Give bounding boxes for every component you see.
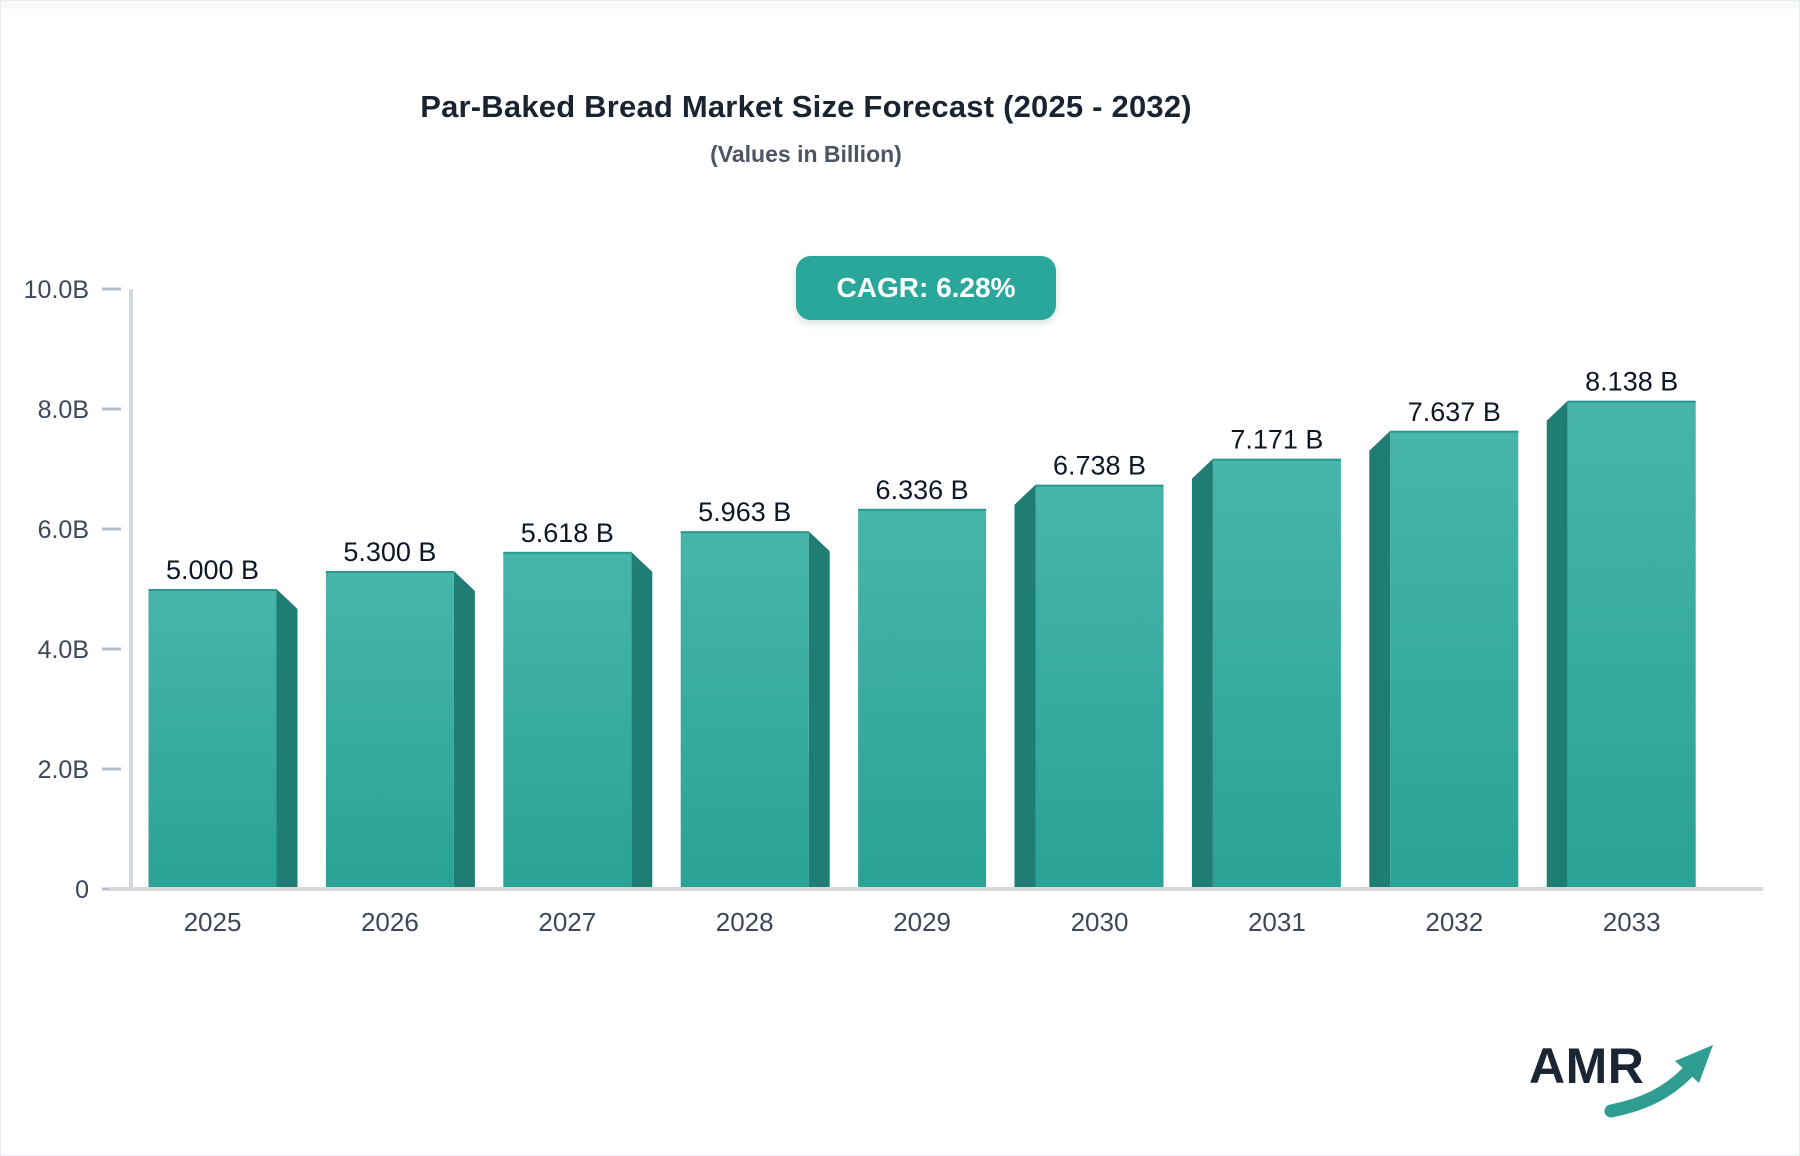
amr-logo-text: AMR <box>1529 1038 1645 1094</box>
bar-value-label: 7.171 B <box>1230 425 1323 455</box>
bar-value-label: 7.637 B <box>1408 397 1501 427</box>
bar-2031 <box>1212 458 1341 887</box>
bar-value-label: 6.336 B <box>876 475 969 505</box>
cagr-badge-label: CAGR: 6.28% <box>836 272 1016 303</box>
bar-2025 <box>148 589 277 887</box>
y-tick-label: 0 <box>75 876 89 904</box>
x-axis-label: 2030 <box>1071 907 1129 937</box>
chart-title: Par-Baked Bread Market Size Forecast (20… <box>420 89 1192 124</box>
bar-side-face <box>276 589 298 887</box>
y-tick-label: 4.0B <box>38 636 89 664</box>
bar-side-face <box>1014 484 1036 887</box>
trend-arrow-head <box>1675 1045 1713 1083</box>
x-axis-label: 2031 <box>1248 907 1306 937</box>
y-tick-label: 2.0B <box>38 756 89 784</box>
trend-arrow-shaft <box>1604 1066 1694 1118</box>
bar-value-label: 5.963 B <box>698 497 791 527</box>
x-axis-label: 2033 <box>1603 907 1661 937</box>
chart-header: Par-Baked Bread Market Size Forecast (20… <box>1 89 1611 168</box>
bar-2026 <box>325 571 454 887</box>
chart-subtitle: (Values in Billion) <box>710 140 902 167</box>
x-axis-label: 2026 <box>361 907 419 937</box>
bar-value-label: 8.138 B <box>1585 367 1678 397</box>
bar-side-face <box>1191 458 1213 887</box>
x-axis-label: 2027 <box>538 907 596 937</box>
bar-value-label: 5.618 B <box>521 518 614 548</box>
bar-2027 <box>503 551 632 887</box>
cagr-badge: CAGR: 6.28% <box>796 256 1056 320</box>
x-axis-label: 2028 <box>716 907 774 937</box>
y-tick-label: 6.0B <box>38 516 89 544</box>
bar-2033 <box>1567 400 1696 887</box>
bar-side-face <box>453 571 475 887</box>
bar-2028 <box>680 531 809 887</box>
amr-logo: AMR <box>1529 1031 1729 1121</box>
bar-side-face <box>1369 430 1391 887</box>
bar-2032 <box>1390 430 1519 887</box>
x-axis-label: 2025 <box>184 907 242 937</box>
bar-value-label: 6.738 B <box>1053 451 1146 481</box>
x-axis-label: 2029 <box>893 907 951 937</box>
bar-side-face <box>808 531 830 887</box>
x-axis-label: 2032 <box>1425 907 1483 937</box>
bar-2029 <box>858 508 987 887</box>
bar-value-label: 5.000 B <box>166 555 259 585</box>
bar-side-face <box>1546 400 1568 887</box>
y-tick-label: 10.0B <box>24 276 89 304</box>
bar-2030 <box>1035 484 1164 887</box>
bar-side-face <box>631 551 653 887</box>
bar-value-label: 5.300 B <box>343 537 436 567</box>
trend-arrow-icon <box>1604 1045 1713 1118</box>
y-tick-label: 8.0B <box>38 396 89 424</box>
